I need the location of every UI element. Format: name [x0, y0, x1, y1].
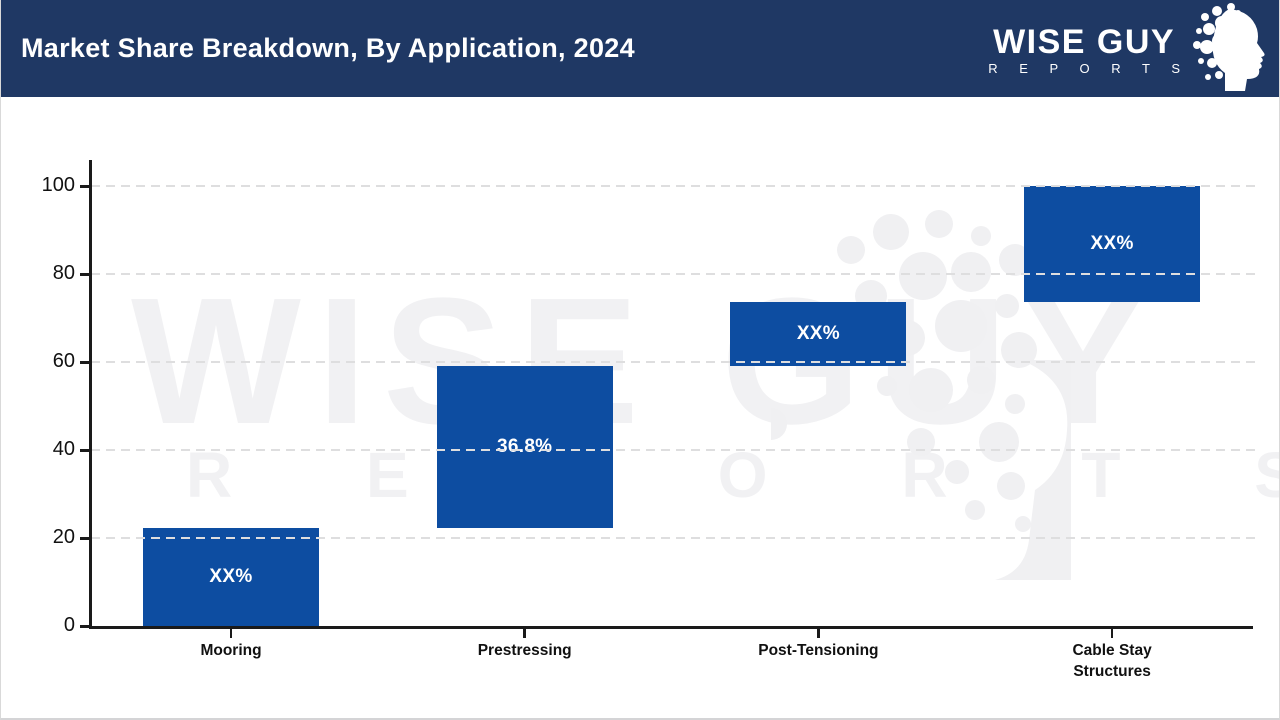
bar-value-label: XX%	[1090, 232, 1134, 254]
gridline-100	[91, 185, 1257, 187]
y-tick-label-80: 80	[52, 262, 75, 284]
y-tick-label-0: 0	[63, 614, 75, 636]
category-label-1: Prestressing	[477, 642, 572, 659]
y-tick-0	[80, 625, 89, 628]
x-tick-1	[523, 628, 526, 638]
x-axis-line	[89, 626, 1253, 629]
y-tick-40	[80, 449, 89, 452]
y-tick-60	[80, 361, 89, 364]
bar-post-tensioning: XX%	[730, 301, 907, 367]
bar-value-label: XX%	[796, 323, 840, 345]
watermark-head-icon	[755, 180, 1091, 585]
gridline-20	[91, 537, 1257, 539]
x-tick-2	[817, 628, 820, 638]
x-tick-3	[1110, 628, 1114, 638]
gridline-40	[91, 449, 1257, 451]
category-label-0: Mooring	[200, 642, 262, 659]
gridline-80	[91, 273, 1257, 275]
y-tick-20	[80, 537, 89, 540]
bar-cable-stay-structures: XX%	[1024, 186, 1201, 302]
bar-value-label: XX%	[209, 566, 253, 588]
gridline-60	[91, 361, 1257, 363]
y-tick-label-100: 100	[41, 174, 75, 196]
logo-wordmark: WISE GUY	[993, 22, 1176, 61]
logo-reports-label: R E P O R T S	[988, 60, 1189, 76]
x-tick-0	[229, 628, 233, 638]
header-bar: Market Share Breakdown, By Application, …	[1, 0, 1279, 97]
y-tick-label-40: 40	[52, 438, 75, 460]
y-tick-label-60: 60	[52, 350, 75, 372]
page-title: Market Share Breakdown, By Application, …	[21, 33, 635, 63]
y-axis-line	[89, 160, 92, 628]
y-tick-80	[80, 273, 89, 276]
y-tick-100	[80, 185, 89, 188]
bar-value-label: 36.8%	[497, 436, 553, 458]
category-label-3: Cable Stay Structures	[1072, 642, 1152, 680]
chart: 0 20 40 60 80 100 XX% Mooring 36.8% Prestressing X…	[1, 97, 1279, 718]
bar-mooring: XX%	[143, 528, 319, 626]
y-tick-label-20: 20	[52, 526, 75, 548]
logo: WISE GUY R E P O R T S	[979, 3, 1267, 96]
logo-text: WISE GUY R E P O R T S	[979, 24, 1189, 76]
watermark-reports: R E P O R T S	[186, 439, 1280, 511]
bar-prestressing: 36.8%	[436, 366, 613, 529]
logo-head-icon	[1191, 3, 1267, 96]
category-label-2: Post-Tensioning	[758, 642, 879, 659]
